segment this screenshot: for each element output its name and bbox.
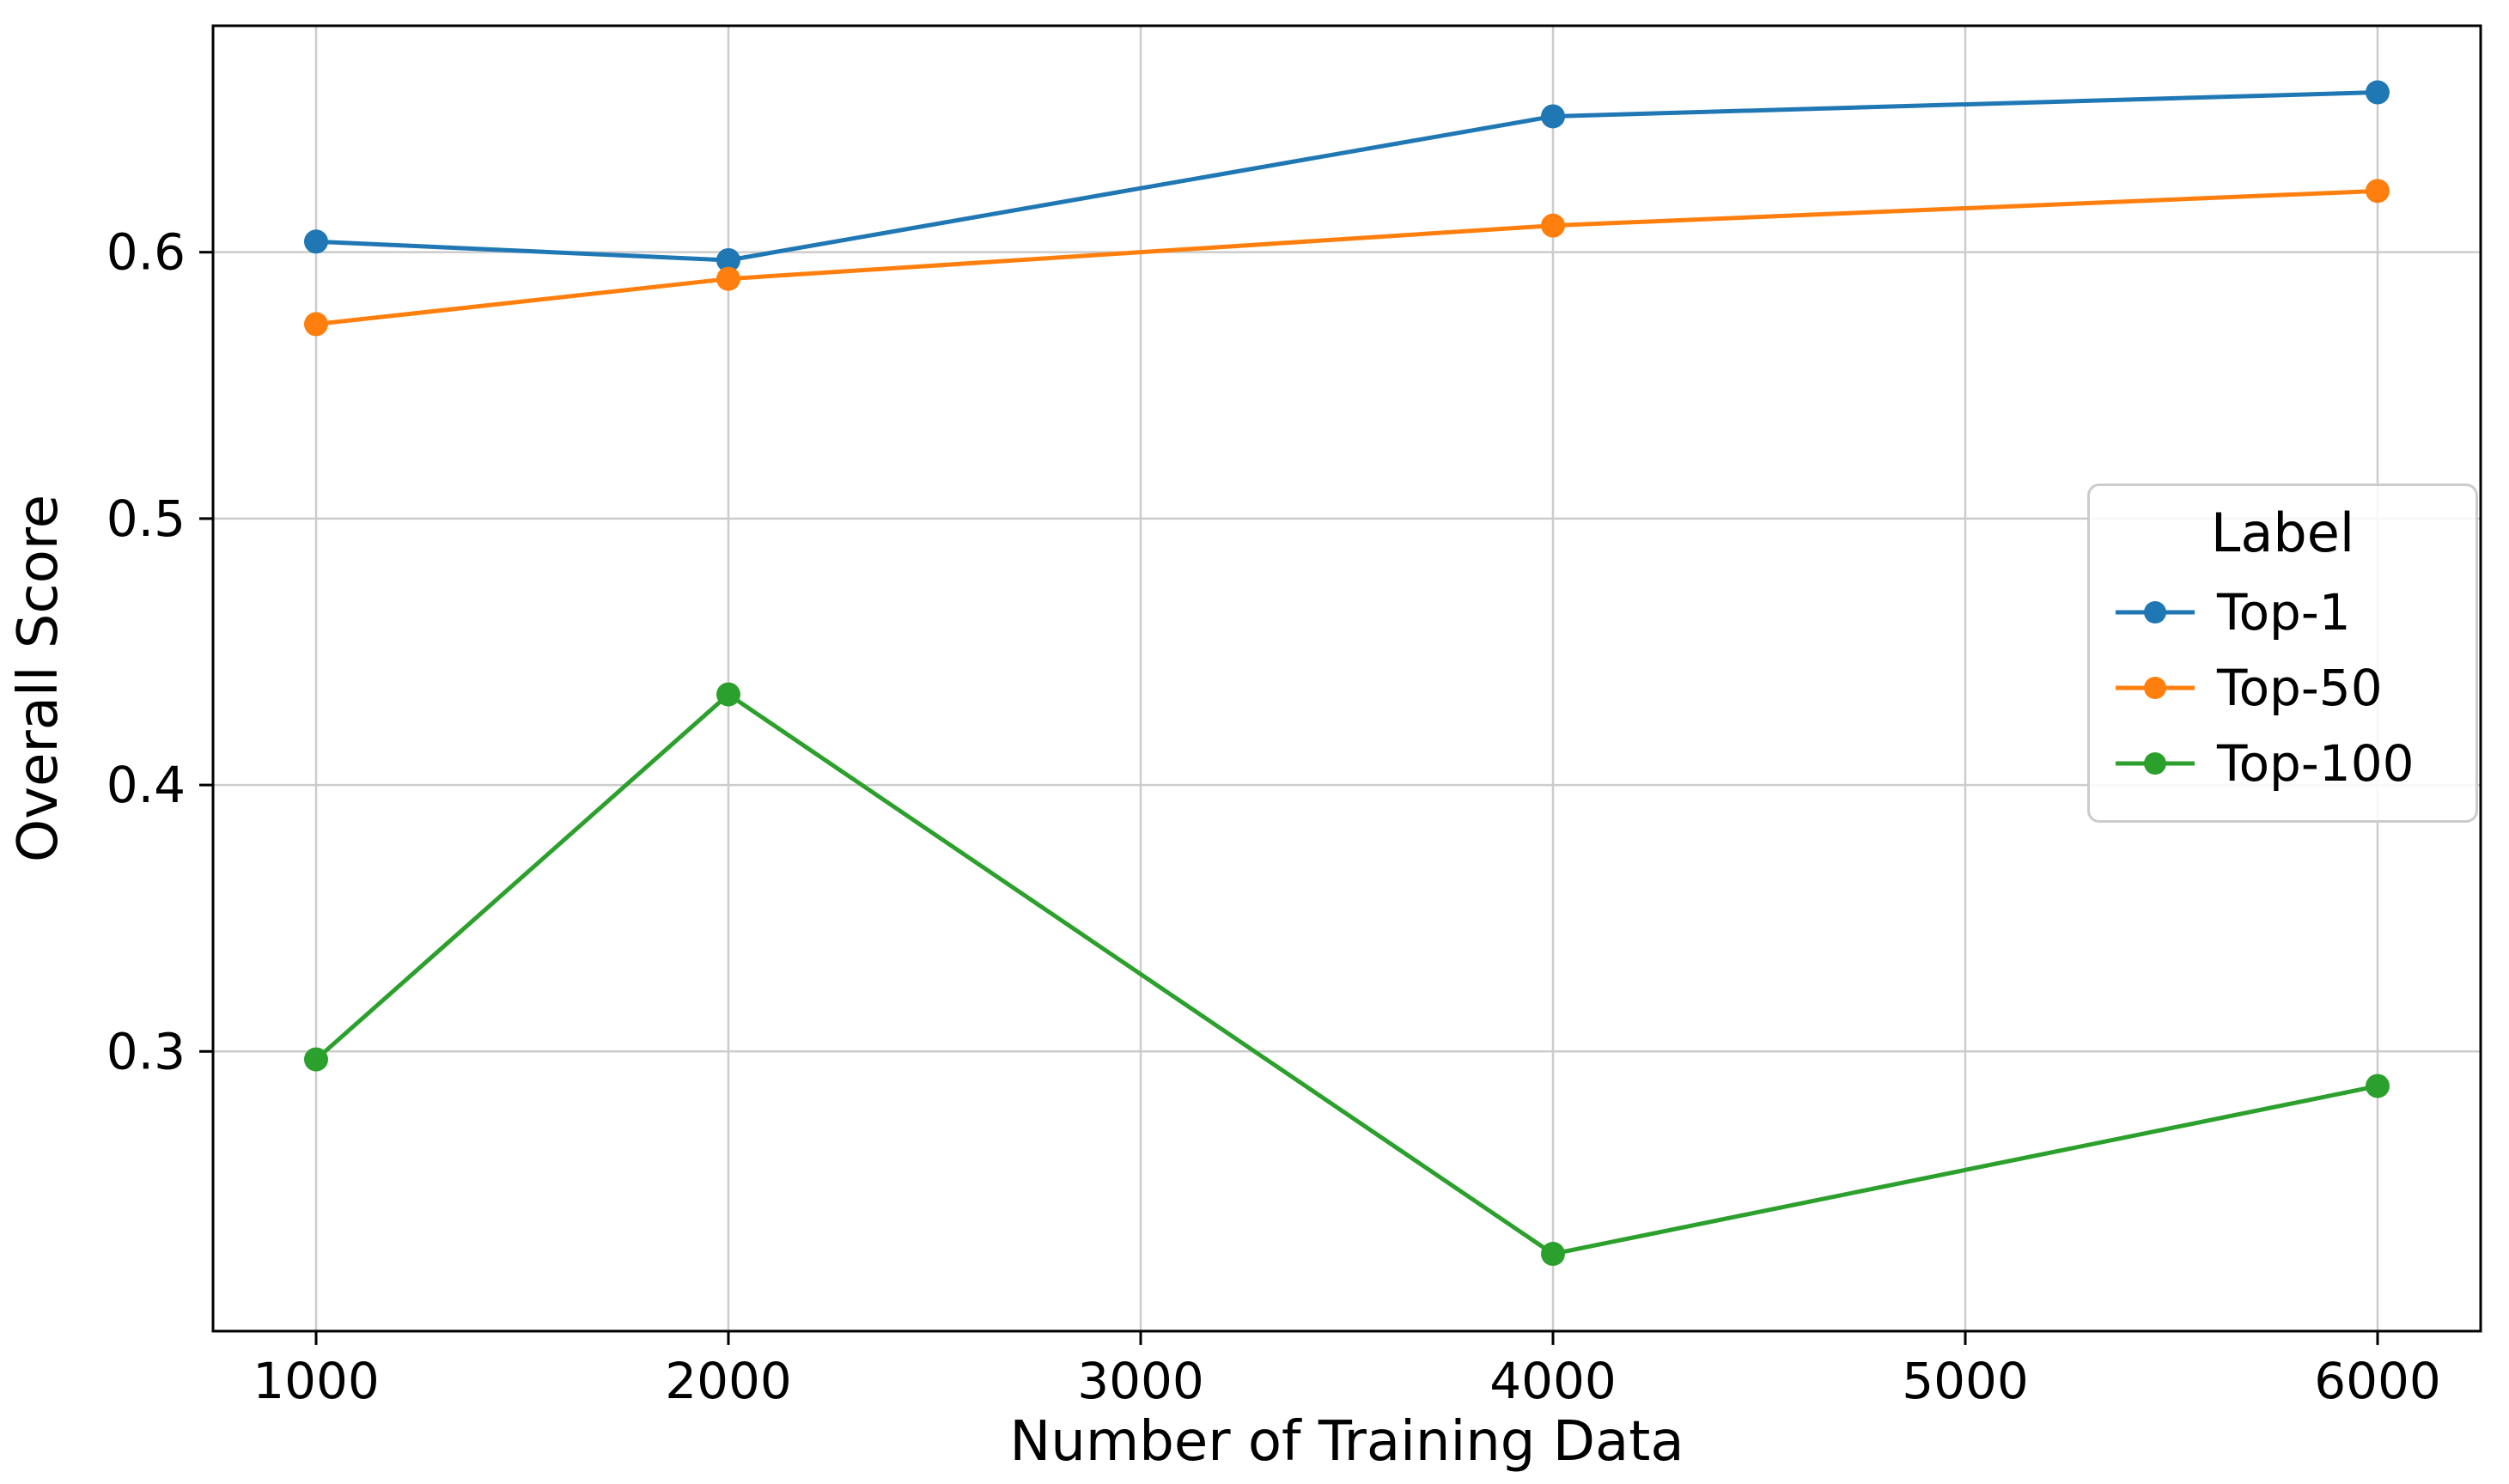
legend-line-marker-icon	[2116, 752, 2195, 775]
series-marker-top-100	[716, 682, 740, 707]
y-tick-label: 0.3	[107, 1022, 186, 1080]
plot-border	[211, 24, 2482, 1333]
series-marker-top-50	[304, 312, 328, 337]
series-marker-top-1	[304, 229, 328, 254]
y-tick-label: 0.5	[107, 490, 186, 548]
legend-item-label: Top-1	[2217, 583, 2351, 642]
x-tick-label: 3000	[1077, 1352, 1204, 1410]
x-tick-label: 4000	[1489, 1352, 1617, 1410]
series-marker-top-50	[1541, 213, 1565, 238]
legend-line-marker-icon	[2116, 677, 2195, 699]
legend-title: Label	[2210, 502, 2355, 564]
x-tick-label: 2000	[665, 1352, 792, 1410]
legend-item-top-100: Top-100	[2112, 726, 2453, 801]
axes-layer: 1000 2000 3000 4000 5000 6000 0.3 0.4 0.5 0.6	[107, 24, 2482, 1410]
series-marker-top-100	[1541, 1242, 1565, 1267]
series-marker-top-1	[716, 247, 740, 272]
legend-line-marker-icon	[2116, 601, 2195, 623]
legend-item-label: Top-50	[2217, 659, 2383, 717]
series-marker-top-1	[1541, 104, 1565, 129]
legend-item-top-1: Top-1	[2112, 575, 2453, 650]
series-marker-top-50	[716, 266, 740, 291]
series-layer	[304, 80, 2390, 1267]
x-tick-label: 6000	[2314, 1352, 2441, 1410]
x-axis-label: Number of Training Data	[1009, 1410, 1684, 1474]
y-tick-label: 0.6	[107, 223, 186, 282]
series-marker-top-100	[2366, 1073, 2390, 1098]
series-line-top-50	[315, 188, 2378, 326]
legend-items: Top-1 Top-50 Top-100	[2112, 575, 2453, 801]
series-marker-top-1	[2366, 80, 2390, 105]
x-tick-label: 5000	[1902, 1352, 2029, 1410]
legend-item-label: Top-100	[2217, 734, 2415, 793]
legend: Label Top-1 Top-50 Top-100	[2087, 484, 2478, 823]
series-marker-top-100	[304, 1047, 328, 1072]
y-axis-label: Overall Score	[7, 495, 70, 862]
series-line-top-100	[314, 692, 2378, 1256]
y-tick-label: 0.4	[107, 756, 186, 814]
series-marker-top-50	[2366, 179, 2390, 204]
series-line-top-1	[315, 90, 2378, 263]
legend-item-top-50: Top-50	[2112, 650, 2453, 726]
x-tick-label: 1000	[253, 1352, 380, 1410]
